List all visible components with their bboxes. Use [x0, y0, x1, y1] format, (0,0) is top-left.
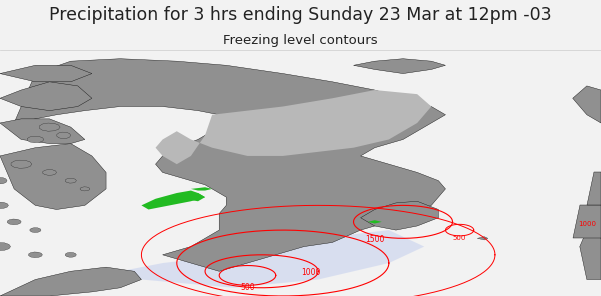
Polygon shape	[191, 187, 212, 191]
Polygon shape	[0, 65, 92, 82]
Polygon shape	[580, 230, 601, 279]
Polygon shape	[177, 191, 205, 201]
Text: 500: 500	[453, 235, 466, 241]
Polygon shape	[30, 228, 41, 233]
Polygon shape	[0, 202, 8, 209]
Polygon shape	[156, 90, 432, 164]
Polygon shape	[11, 160, 32, 168]
Text: Precipitation for 3 hrs ending Sunday 23 Mar at 12pm -03: Precipitation for 3 hrs ending Sunday 23…	[49, 6, 552, 24]
Polygon shape	[0, 177, 7, 184]
Text: 1000: 1000	[302, 268, 321, 277]
Polygon shape	[29, 252, 43, 258]
Text: 1500: 1500	[365, 235, 385, 244]
Polygon shape	[80, 187, 90, 191]
Polygon shape	[0, 82, 92, 111]
Polygon shape	[0, 242, 11, 251]
Polygon shape	[14, 59, 445, 271]
Polygon shape	[573, 86, 601, 123]
Polygon shape	[361, 201, 438, 230]
Polygon shape	[0, 119, 85, 144]
Polygon shape	[66, 178, 76, 183]
Polygon shape	[7, 219, 21, 225]
Text: 1000: 1000	[578, 221, 596, 227]
Polygon shape	[120, 230, 424, 288]
Polygon shape	[57, 132, 71, 139]
Polygon shape	[368, 220, 382, 223]
Polygon shape	[353, 59, 445, 73]
Polygon shape	[43, 170, 56, 175]
Polygon shape	[587, 172, 601, 205]
Polygon shape	[27, 136, 44, 143]
Text: 500: 500	[240, 283, 255, 292]
Polygon shape	[0, 267, 141, 296]
Polygon shape	[141, 193, 205, 210]
Polygon shape	[477, 237, 488, 240]
Polygon shape	[66, 252, 76, 257]
Text: Freezing level contours: Freezing level contours	[223, 33, 378, 46]
Polygon shape	[0, 144, 106, 210]
Polygon shape	[39, 123, 60, 131]
Polygon shape	[573, 205, 601, 238]
